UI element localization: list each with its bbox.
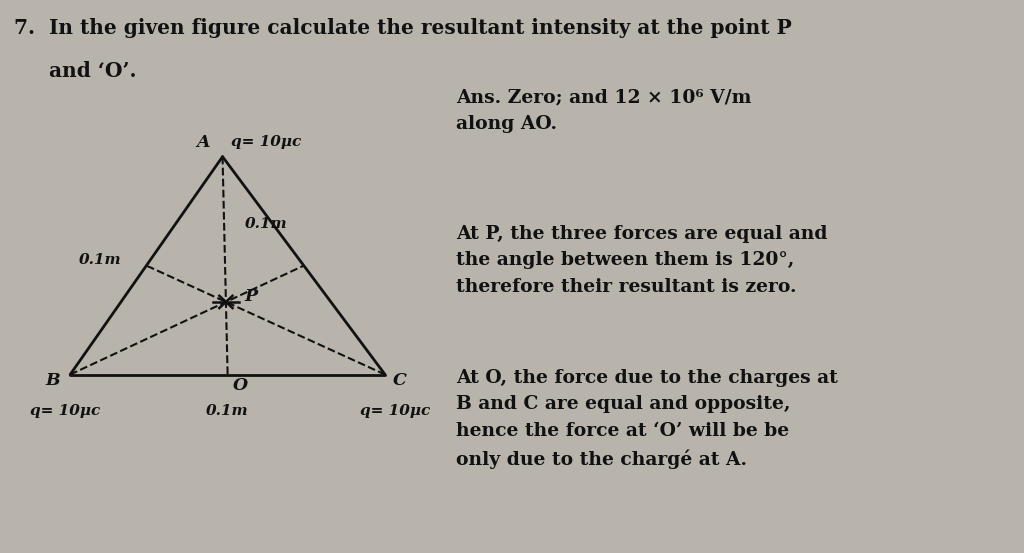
Text: O: O: [232, 377, 248, 394]
Text: 0.1m: 0.1m: [206, 404, 249, 419]
Text: q= 10μc: q= 10μc: [30, 404, 100, 419]
Text: 0.1m: 0.1m: [245, 217, 287, 231]
Text: A: A: [197, 134, 210, 151]
Text: 7.  In the given figure calculate the resultant intensity at the point P: 7. In the given figure calculate the res…: [14, 18, 793, 38]
Text: 0.1m: 0.1m: [79, 253, 121, 267]
Text: C: C: [393, 372, 408, 389]
Text: Ans. Zero; and 12 × 10⁶ V/m
along AO.: Ans. Zero; and 12 × 10⁶ V/m along AO.: [456, 88, 752, 133]
Text: q= 10μc: q= 10μc: [360, 404, 430, 419]
Text: At P, the three forces are equal and
the angle between them is 120°,
therefore t: At P, the three forces are equal and the…: [456, 225, 827, 295]
Text: At O, the force due to the charges at
B and C are equal and opposite,
hence the : At O, the force due to the charges at B …: [456, 369, 838, 469]
Text: and ‘O’.: and ‘O’.: [14, 61, 137, 81]
Text: P: P: [244, 288, 257, 305]
Text: q= 10μc: q= 10μc: [230, 134, 301, 149]
Text: B: B: [45, 372, 60, 389]
